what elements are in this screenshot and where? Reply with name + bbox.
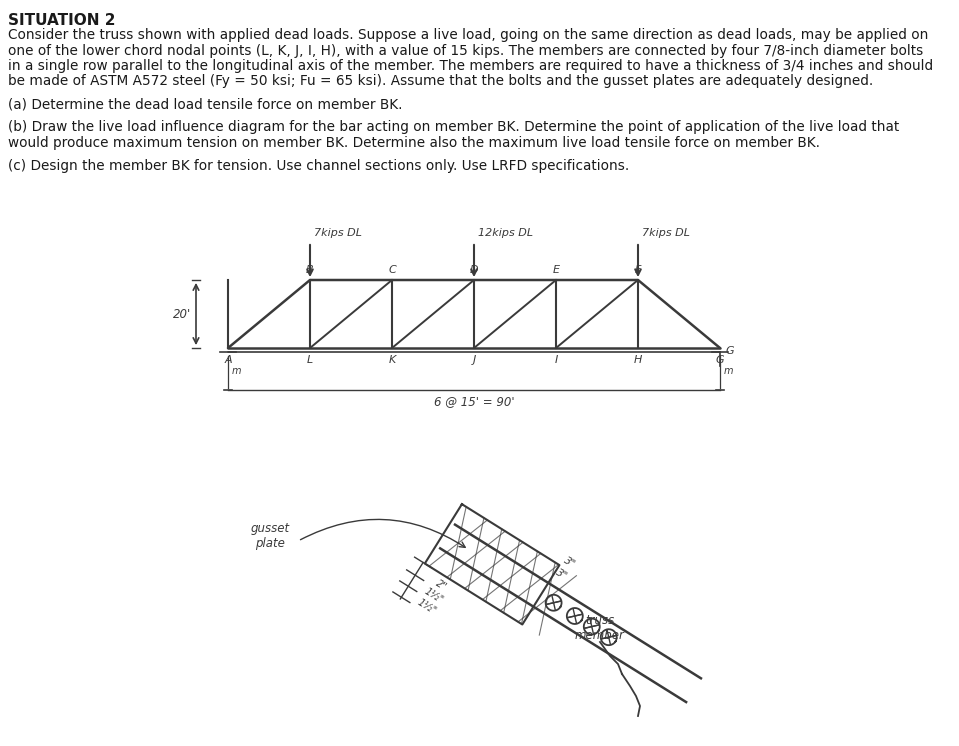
Text: L: L bbox=[307, 355, 314, 365]
Text: G: G bbox=[715, 355, 724, 365]
Text: B: B bbox=[306, 265, 314, 275]
Text: 3": 3" bbox=[562, 556, 576, 570]
Text: in a single row parallel to the longitudinal axis of the member. The members are: in a single row parallel to the longitud… bbox=[8, 59, 933, 73]
Text: 3": 3" bbox=[554, 568, 569, 582]
Text: F: F bbox=[635, 265, 642, 275]
Text: I: I bbox=[554, 355, 557, 365]
Text: G: G bbox=[725, 346, 734, 356]
Text: truss
member: truss member bbox=[575, 614, 625, 642]
Text: E: E bbox=[552, 265, 559, 275]
Text: (c) Design the member BK for tension. Use channel sections only. Use LRFD specif: (c) Design the member BK for tension. Us… bbox=[8, 159, 629, 173]
Text: 1½": 1½" bbox=[415, 598, 438, 617]
Text: 12kips DL: 12kips DL bbox=[478, 228, 533, 238]
Text: D: D bbox=[470, 265, 479, 275]
Text: m: m bbox=[724, 366, 734, 376]
Text: gusset
plate: gusset plate bbox=[250, 522, 290, 550]
Text: SITUATION 2: SITUATION 2 bbox=[8, 13, 115, 28]
Text: (a) Determine the dead load tensile force on member BK.: (a) Determine the dead load tensile forc… bbox=[8, 98, 403, 112]
Text: K: K bbox=[388, 355, 396, 365]
Text: be made of ASTM A572 steel (Fy = 50 ksi; Fu = 65 ksi). Assume that the bolts and: be made of ASTM A572 steel (Fy = 50 ksi;… bbox=[8, 75, 874, 89]
Text: would produce maximum tension on member BK. Determine also the maximum live load: would produce maximum tension on member … bbox=[8, 136, 820, 149]
Text: 7kips DL: 7kips DL bbox=[642, 228, 690, 238]
Text: Consider the truss shown with applied dead loads. Suppose a live load, going on : Consider the truss shown with applied de… bbox=[8, 28, 928, 42]
Text: one of the lower chord nodal points (L, K, J, I, H), with a value of 15 kips. Th: one of the lower chord nodal points (L, … bbox=[8, 43, 924, 57]
Text: 20': 20' bbox=[173, 307, 191, 321]
Text: 1½": 1½" bbox=[423, 586, 445, 606]
Text: (b) Draw the live load influence diagram for the bar acting on member BK. Determ: (b) Draw the live load influence diagram… bbox=[8, 120, 900, 134]
Text: C: C bbox=[388, 265, 396, 275]
Text: 7kips DL: 7kips DL bbox=[314, 228, 362, 238]
Text: m: m bbox=[232, 366, 242, 376]
Text: J: J bbox=[473, 355, 476, 365]
Text: 6 @ 15' = 90': 6 @ 15' = 90' bbox=[433, 395, 514, 408]
Text: 2": 2" bbox=[433, 578, 448, 592]
Text: H: H bbox=[634, 355, 643, 365]
Text: A: A bbox=[224, 355, 232, 365]
